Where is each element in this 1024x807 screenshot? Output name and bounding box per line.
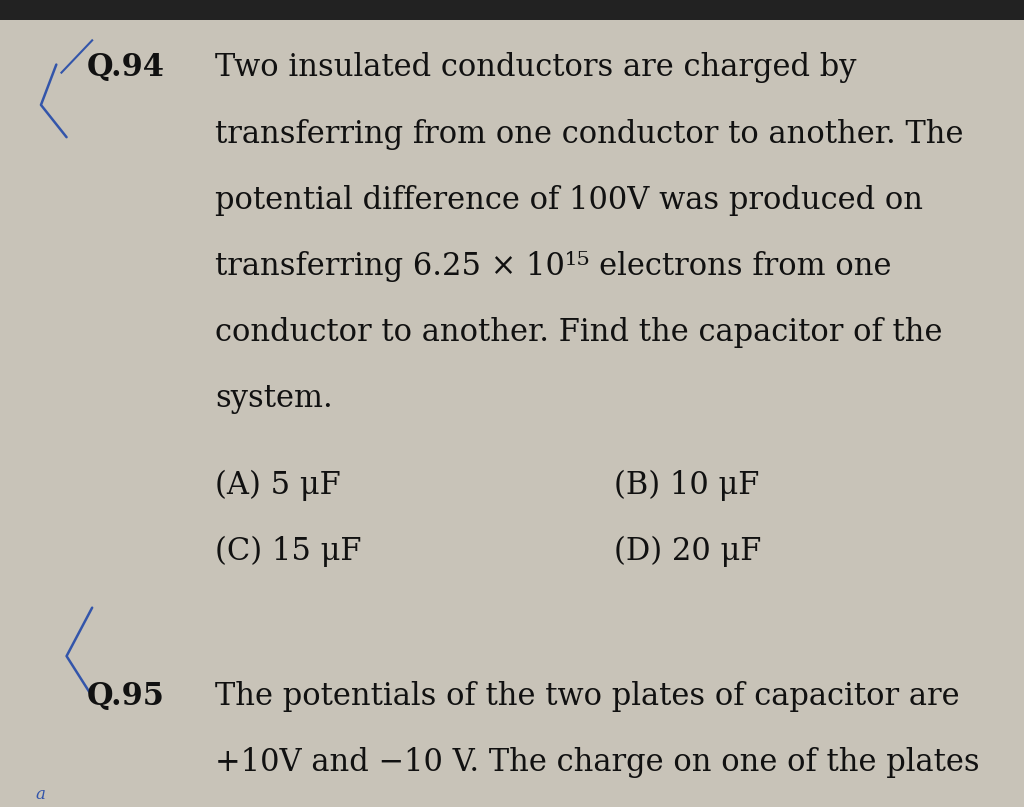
Text: Q.95: Q.95 [87,681,165,712]
Text: potential difference of 100V was produced on: potential difference of 100V was produce… [215,185,923,215]
Text: system.: system. [215,383,333,414]
Text: transferring 6.25 × 10¹⁵ electrons from one: transferring 6.25 × 10¹⁵ electrons from … [215,251,892,282]
Text: The potentials of the two plates of capacitor are: The potentials of the two plates of capa… [215,681,959,712]
Text: (C) 15 μF: (C) 15 μF [215,536,361,567]
Text: conductor to another. Find the capacitor of the: conductor to another. Find the capacitor… [215,317,942,348]
Text: (D) 20 μF: (D) 20 μF [614,536,762,567]
Text: a: a [36,786,46,803]
Text: +10V and −10 V. The charge on one of the plates: +10V and −10 V. The charge on one of the… [215,747,980,778]
Text: Two insulated conductors are charged by: Two insulated conductors are charged by [215,52,856,83]
Text: Q.94: Q.94 [87,52,165,83]
Text: transferring from one conductor to another. The: transferring from one conductor to anoth… [215,119,964,149]
FancyBboxPatch shape [0,0,1024,20]
Text: (B) 10 μF: (B) 10 μF [614,470,760,501]
Text: (A) 5 μF: (A) 5 μF [215,470,341,501]
